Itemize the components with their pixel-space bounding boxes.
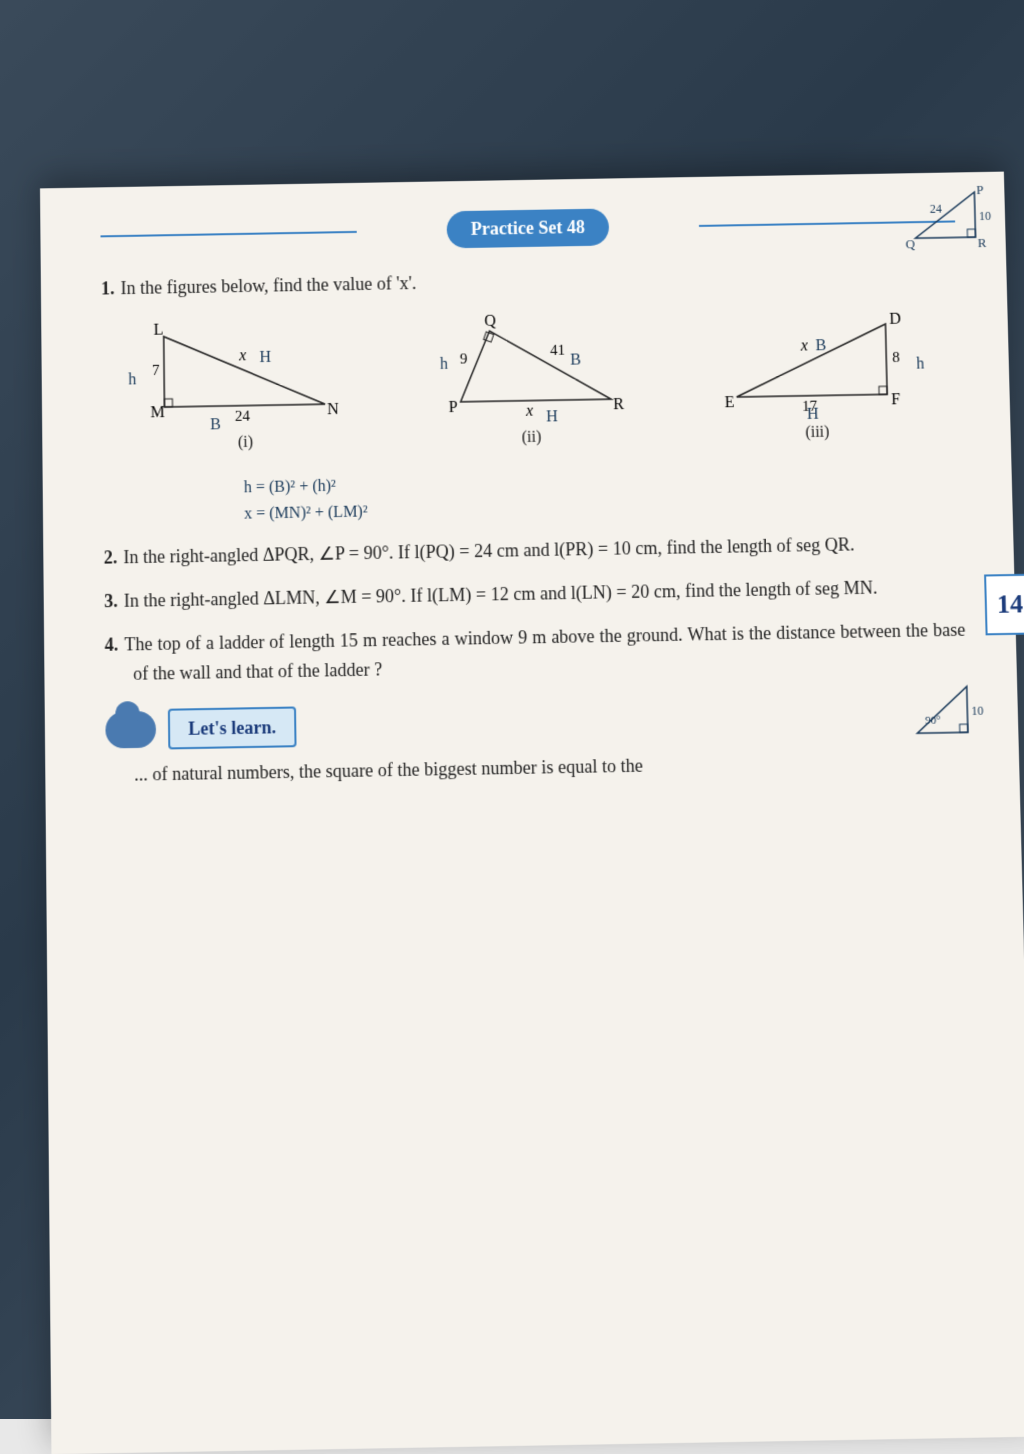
practice-set-header: Practice Set 48 — [100, 202, 955, 254]
fig1-annot-B: B — [210, 412, 221, 438]
svg-text:x: x — [238, 347, 246, 364]
fig2-annot-H: H — [546, 404, 558, 430]
textbook-page: Practice Set 48 P Q R 24 10 1.In the fig… — [40, 172, 1024, 1454]
q3-number: 3. — [104, 591, 118, 612]
ladder-triangle-svg: 90° 10 — [906, 676, 988, 744]
side-page-tab: 14 — [984, 574, 1024, 636]
fig3-annot-H: H — [807, 401, 819, 427]
svg-text:R: R — [613, 396, 624, 413]
svg-text:24: 24 — [930, 202, 942, 216]
q2-text: In the right-angled ΔPQR, ∠P = 90°. If l… — [123, 535, 855, 568]
figure-1: L M N 7 24 x h H B (i) — [144, 313, 346, 457]
svg-text:8: 8 — [892, 349, 900, 365]
triangle-lmn-svg: L M N 7 24 x — [144, 313, 346, 427]
triangle-pqr-svg: P Q R 9 41 x — [429, 308, 632, 422]
svg-text:N: N — [327, 401, 339, 418]
q4-number: 4. — [105, 634, 119, 655]
lets-learn-row: Let's learn. — [105, 694, 968, 751]
svg-text:10: 10 — [971, 704, 983, 718]
svg-text:x: x — [799, 337, 808, 354]
question-2: 2.In the right-angled ΔPQR, ∠P = 90°. If… — [104, 529, 964, 573]
svg-text:41: 41 — [550, 342, 565, 358]
q1-number: 1. — [101, 278, 115, 298]
margin-triangle-svg: P Q R 24 10 — [904, 182, 996, 254]
svg-text:P: P — [448, 398, 457, 415]
svg-text:D: D — [889, 310, 901, 327]
svg-text:P: P — [976, 182, 984, 197]
fig1-annot-H: H — [259, 344, 271, 370]
figure-2: P Q R 9 41 x h H B (ii) — [429, 308, 632, 452]
question-4: 4.The top of a ladder of length 15 m rea… — [104, 615, 966, 689]
fig1-annot-h: h — [128, 367, 136, 393]
fig1-label: (i) — [145, 428, 346, 457]
cloud-icon — [105, 711, 156, 749]
fig2-label: (ii) — [431, 423, 632, 452]
svg-text:x: x — [525, 402, 533, 419]
q2-number: 2. — [104, 548, 118, 568]
svg-text:F: F — [891, 391, 900, 408]
q4-text: The top of a ladder of length 15 m reach… — [124, 619, 965, 683]
fig3-annot-h: h — [916, 351, 925, 377]
figure-3: D E F 8 17 x h H B (iii) — [714, 303, 918, 447]
svg-text:L: L — [154, 321, 164, 338]
svg-text:R: R — [977, 235, 986, 250]
svg-text:90°: 90° — [925, 714, 941, 726]
svg-text:E: E — [724, 394, 734, 411]
practice-set-pill: Practice Set 48 — [447, 208, 610, 248]
fig2-annot-h: h — [440, 351, 448, 377]
svg-text:10: 10 — [979, 209, 991, 223]
svg-text:Q: Q — [484, 312, 496, 329]
lets-learn-box: Let's learn. — [168, 706, 297, 750]
figures-row: L M N 7 24 x h H B (i) P Q R 9 41 x — [101, 302, 960, 457]
fig3-annot-B: B — [815, 333, 826, 359]
svg-text:24: 24 — [235, 408, 251, 424]
q1-text: In the figures below, find the value of … — [120, 273, 416, 298]
svg-text:9: 9 — [460, 351, 468, 367]
bottom-text-fragment: ... of natural numbers, the square of th… — [106, 746, 969, 791]
question-1: 1.In the figures below, find the value o… — [101, 259, 957, 303]
fig2-annot-B: B — [570, 347, 581, 373]
q3-text: In the right-angled ΔLMN, ∠M = 90°. If l… — [124, 578, 878, 612]
svg-text:7: 7 — [152, 362, 160, 378]
question-3: 3. In the right-angled ΔLMN, ∠M = 90°. If… — [104, 572, 965, 616]
margin-triangle-pqr: P Q R 24 10 — [904, 182, 996, 262]
triangle-def-svg: D E F 8 17 x — [714, 303, 917, 417]
margin-ladder-triangle: 90° 10 — [906, 676, 989, 752]
svg-text:M: M — [151, 404, 165, 421]
svg-text:Q: Q — [905, 236, 915, 251]
handwritten-working: h = (B)² + (h)² x = (MN)² + (LM)² — [244, 463, 963, 527]
